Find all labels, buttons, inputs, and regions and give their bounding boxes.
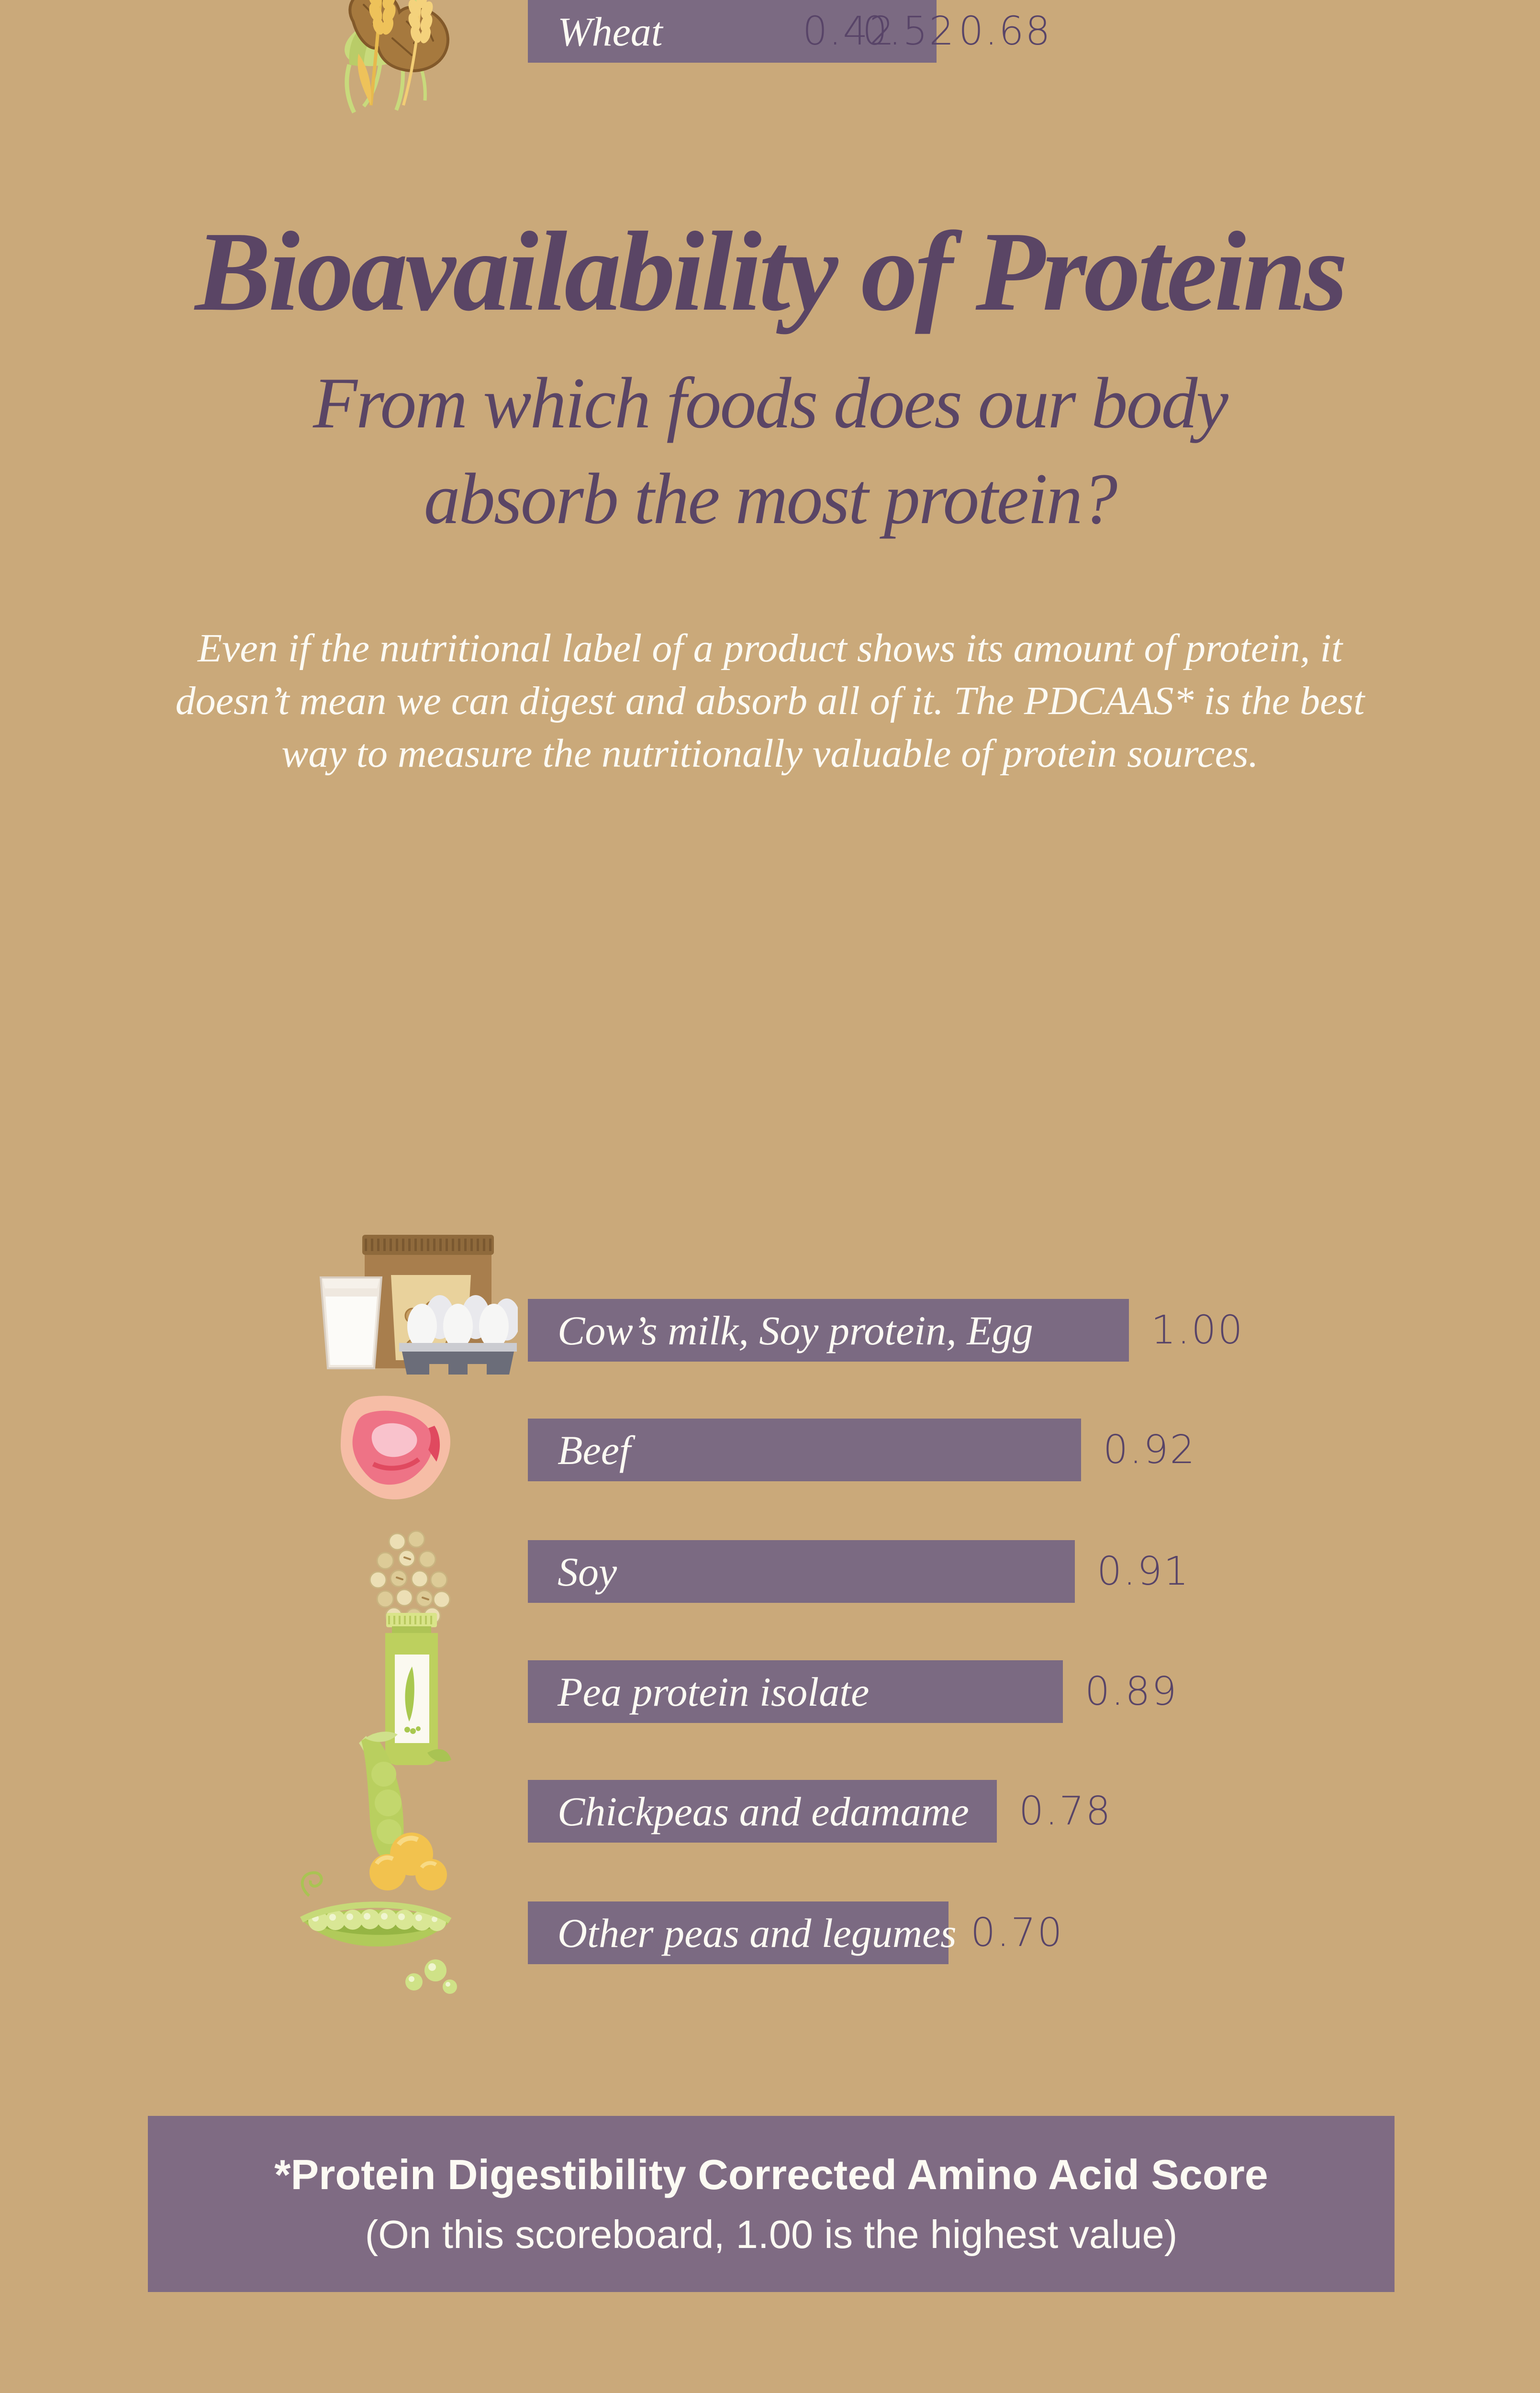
chart-row: Soy 0.91	[0, 1530, 1540, 1626]
bar: Pea protein isolate	[528, 1660, 1063, 1723]
bar-label: Soy	[558, 1548, 617, 1595]
bar: Chickpeas and edamame	[528, 1780, 997, 1843]
bar-label: Cow’s milk, Soy protein, Egg	[558, 1307, 1033, 1353]
chart-row: Other peas and legumes 0.70	[0, 1871, 1540, 1994]
chart-row: Pea protein isolate 0.89	[0, 1613, 1540, 1765]
bar-value: 0.78	[1019, 1789, 1112, 1834]
bar-value: 0.89	[1085, 1669, 1178, 1714]
bar-label: Beef	[558, 1427, 631, 1473]
intro-line: Even if the nutritional label of a produ…	[197, 626, 1343, 671]
footnote-subtitle: (On this scoreboard, 1.00 is the highest…	[365, 2212, 1178, 2257]
chart-row: Beef 0.92	[0, 1396, 1540, 1499]
subtitle-line: From which foods does our body	[313, 363, 1228, 443]
bar-value: 1.00	[1151, 1308, 1244, 1353]
intro-paragraph: Even if the nutritional label of a produ…	[0, 622, 1540, 780]
page-subtitle: From which foods does our body absorb th…	[0, 355, 1540, 547]
intro-line: way to measure the nutritionally valuabl…	[281, 731, 1259, 776]
chart-row: Chickpeas and edamame 0.78	[0, 1732, 1540, 1890]
page-title: Bioavailability of Proteins	[195, 209, 1348, 335]
bar-value: 0.42	[803, 9, 896, 54]
bar-value: 0.68	[959, 9, 1052, 54]
pea-protein-tube-icon	[385, 1613, 451, 1765]
bar-value: 0.92	[1103, 1427, 1196, 1473]
bar-value: 0.91	[1097, 1549, 1190, 1594]
bar: Other peas and legumes	[528, 1901, 957, 1964]
beef-steak-icon	[340, 1396, 451, 1499]
chart-row: Cow’s milk, Soy protein, Egg 1.00	[0, 1235, 1540, 1375]
chart-row: Wheat 0.42	[0, 0, 1540, 106]
bar: Soy	[528, 1540, 1075, 1603]
bar-value: 0.52	[862, 9, 956, 54]
wheat-icon	[357, 0, 433, 106]
pea-pod-icon	[300, 1871, 457, 1994]
footnote-box: *Protein Digestibility Corrected Amino A…	[148, 2116, 1395, 2292]
bar-label: Other peas and legumes	[558, 1910, 957, 1956]
intro-line: doesn’t mean we can digest and absorb al…	[175, 679, 1365, 723]
subtitle-line: absorb the most protein?	[424, 458, 1118, 539]
bar-label: Wheat	[558, 8, 663, 55]
bar-label: Chickpeas and edamame	[558, 1788, 969, 1834]
bar-label: Pea protein isolate	[558, 1668, 870, 1715]
bar-value: 0.70	[971, 1910, 1064, 1956]
footnote-title: *Protein Digestibility Corrected Amino A…	[274, 2151, 1268, 2198]
chickpeas-edamame-icon	[359, 1732, 447, 1890]
milk-soy-egg-icon	[319, 1235, 518, 1375]
bar: Beef	[528, 1419, 1081, 1481]
bar: Wheat	[528, 0, 781, 63]
bar: Cow’s milk, Soy protein, Egg	[528, 1299, 1129, 1362]
